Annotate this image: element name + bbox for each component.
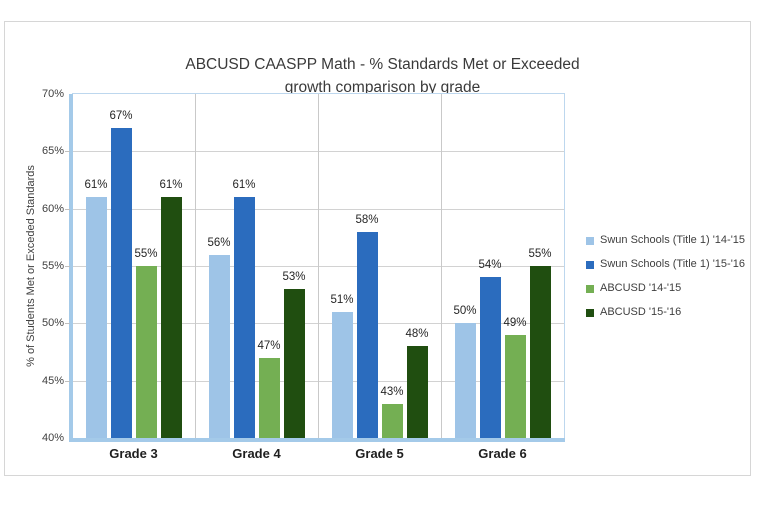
y-tick-label: 40%: [41, 432, 64, 444]
bar-value-label: 43%: [380, 385, 404, 398]
plot-border-top: [72, 93, 565, 94]
gridline-vertical: [318, 94, 319, 438]
x-category-label: Grade 6: [478, 446, 527, 461]
bar-value-label: 48%: [405, 328, 429, 341]
legend-item: Swun Schools (Title 1) '14-'15: [586, 235, 745, 246]
legend-label: ABCUSD '15-'16: [600, 306, 682, 318]
bar-value-label: 54%: [478, 259, 502, 272]
bar: [110, 128, 132, 438]
bar-value-label: 55%: [134, 248, 158, 260]
legend-swatch-icon: [586, 260, 594, 269]
bar-value-label: 61%: [159, 179, 183, 192]
bar-value-label: 55%: [528, 248, 552, 260]
bar-value-label: 67%: [109, 110, 133, 123]
plot-border-right: [564, 94, 565, 438]
legend-swatch-icon: [586, 236, 594, 245]
bar: [529, 266, 551, 438]
x-category-label: Grade 5: [355, 446, 404, 461]
y-tick-mark: [65, 380, 70, 382]
bar: [233, 197, 255, 438]
bar: [454, 323, 476, 438]
y-tick-label: 60%: [41, 202, 64, 215]
legend-swatch-icon: [586, 284, 594, 293]
bar-value-label: 61%: [84, 179, 108, 192]
gridline-vertical: [195, 94, 196, 438]
bar-value-label: 61%: [232, 179, 256, 192]
chart-subtitle: growth comparison by grade: [284, 79, 481, 96]
legend-swatch-icon: [586, 308, 594, 317]
bar: [160, 197, 182, 438]
bar: [356, 231, 378, 438]
bar: [283, 288, 305, 438]
bar-value-label: 51%: [330, 293, 354, 306]
bar: [208, 254, 230, 438]
bar: [258, 357, 280, 438]
bar-value-label: 53%: [282, 270, 306, 283]
bar: [381, 403, 403, 438]
bar: [85, 197, 107, 438]
y-tick-label: 65%: [41, 145, 64, 158]
bar-value-label: 47%: [257, 339, 281, 352]
y-tick-mark: [65, 208, 70, 210]
y-tick-label: 45%: [41, 374, 64, 387]
bar: [406, 346, 428, 438]
legend-label: Swun Schools (Title 1) '14-'15: [600, 234, 746, 246]
y-tick-mark: [65, 151, 70, 153]
chart-title-block: ABCUSD CAASPP Math - % Standards Met or …: [9, 53, 756, 99]
bar-value-label: 56%: [207, 236, 231, 249]
x-category-label: Grade 3: [109, 446, 158, 461]
y-tick-label: 70%: [41, 88, 64, 100]
legend-item: Swun Schools (Title 1) '15-'16: [586, 259, 745, 270]
x-axis-line: [69, 438, 565, 442]
legend-label: Swun Schools (Title 1) '15-'16: [600, 258, 746, 270]
y-axis-line: [69, 94, 73, 442]
bar: [331, 311, 353, 438]
legend-item: ABCUSD '15-'16: [586, 307, 745, 318]
legend-label: ABCUSD '14-'15: [600, 282, 682, 294]
y-tick-label: 55%: [41, 260, 64, 272]
plot-area: 61% 67% 55% 61% 56% 61% 47% 53% 51% 58% 43% 48% 50% 5…: [72, 94, 564, 438]
chart-title: ABCUSD CAASPP Math - % Standards Met or …: [185, 56, 580, 73]
legend-item: ABCUSD '14-'15: [586, 283, 745, 294]
bar: [135, 266, 157, 438]
bar-value-label: 49%: [503, 316, 527, 329]
bar: [504, 334, 526, 438]
bar: [479, 277, 501, 438]
y-tick-mark: [65, 266, 70, 267]
y-tick-mark: [65, 323, 70, 325]
y-tick-label: 50%: [41, 317, 64, 330]
bar-value-label: 58%: [355, 213, 379, 226]
legend: Swun Schools (Title 1) '14-'15 Swun Schoo…: [586, 235, 745, 318]
gridline-vertical: [441, 94, 442, 438]
bar-value-label: 50%: [453, 305, 477, 318]
x-category-label: Grade 4: [232, 446, 281, 461]
